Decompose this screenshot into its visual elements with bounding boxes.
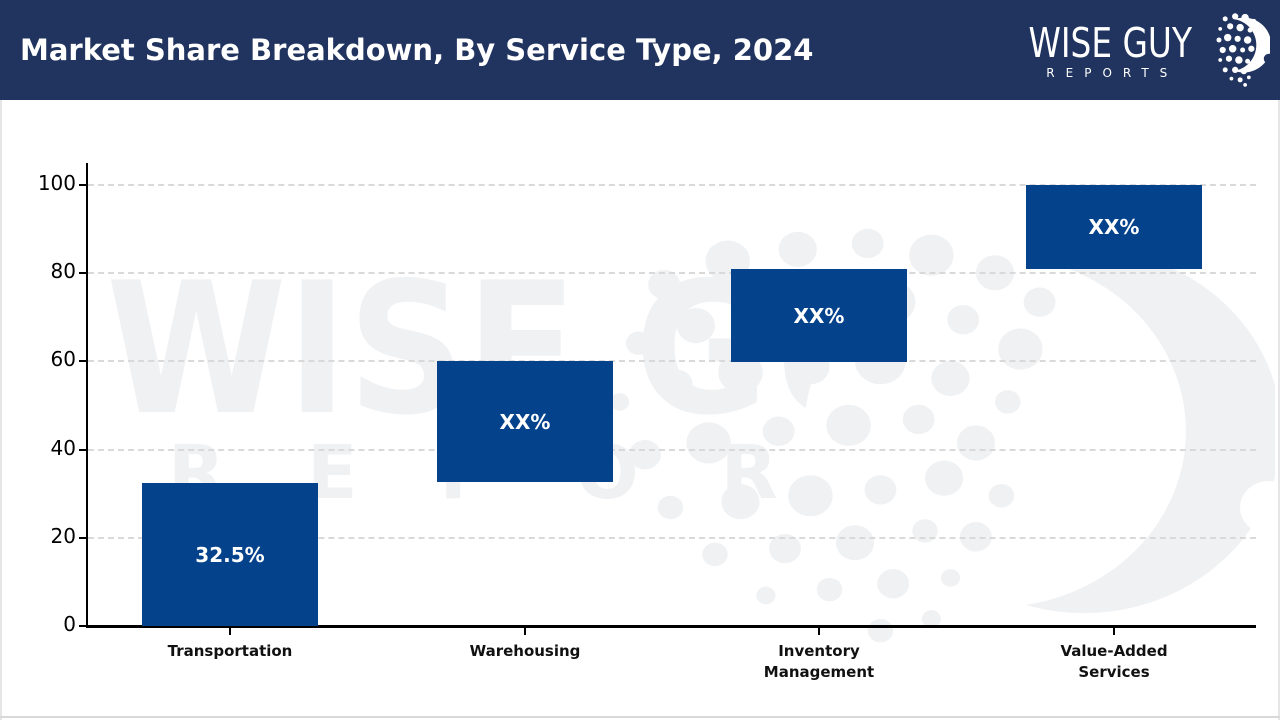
bar-value-added-services: XX% <box>1026 185 1202 269</box>
bar-value-label-value-added-services: XX% <box>1088 215 1140 239</box>
page-title: Market Share Breakdown, By Service Type,… <box>20 33 814 67</box>
bar-transportation: 32.5% <box>142 483 318 626</box>
watermark-face-dots-icon <box>610 228 1275 643</box>
gridline-100 <box>88 184 1256 186</box>
y-tick-mark-100 <box>79 184 86 186</box>
y-tick-mark-60 <box>79 360 86 362</box>
gridline-60 <box>88 360 1256 362</box>
x-tick-mark-value-added-services <box>1113 628 1115 635</box>
x-category-label-value-added-services: Value-Added Services <box>994 641 1234 683</box>
x-category-label-inventory-management: Inventory Management <box>699 641 939 683</box>
bar-value-label-inventory-management: XX% <box>793 303 845 328</box>
bar-value-label-transportation: 32.5% <box>195 542 265 567</box>
bar-inventory-management: XX% <box>731 269 907 362</box>
y-tick-mark-20 <box>79 537 86 539</box>
x-tick-mark-warehousing <box>524 628 526 635</box>
gridline-40 <box>88 449 1256 451</box>
x-category-label-warehousing: Warehousing <box>405 641 645 662</box>
x-axis-spine <box>86 625 1256 628</box>
brand-logo-reports: REPORTS <box>1046 65 1179 80</box>
y-tick-label-0: 0 <box>63 612 76 636</box>
y-tick-mark-40 <box>79 449 86 451</box>
brand-logo-face-icon <box>1214 13 1270 87</box>
bar-warehousing: XX% <box>437 361 613 482</box>
x-category-label-line: Value-Added <box>1060 642 1168 660</box>
y-tick-mark-80 <box>79 272 86 274</box>
chart-plot-area: 0 20 40 60 80 100 32.5% Transportation XX% Wareho… <box>0 100 1280 718</box>
brand-logo: WISE GUY REPORTS <box>1008 4 1270 96</box>
x-tick-mark-transportation <box>229 628 231 635</box>
x-category-label-line: Management <box>763 663 875 681</box>
page-border-bottom <box>0 716 1280 718</box>
y-tick-label-60: 60 <box>50 347 76 371</box>
page-border-left <box>0 100 2 720</box>
x-category-label-line: Inventory <box>778 642 860 660</box>
bar-value-label-warehousing: XX% <box>499 409 551 434</box>
header: Market Share Breakdown, By Service Type,… <box>0 0 1280 100</box>
y-tick-label-20: 20 <box>50 524 76 548</box>
y-tick-label-40: 40 <box>50 436 76 460</box>
y-tick-mark-0 <box>79 625 86 627</box>
x-category-label-line: Transportation <box>167 642 293 660</box>
brand-logo-wiseguy: WISE GUY <box>1028 18 1192 67</box>
x-tick-mark-inventory-management <box>818 628 820 635</box>
gridline-20 <box>88 537 1256 539</box>
gridline-80 <box>88 272 1256 274</box>
y-tick-label-80: 80 <box>50 259 76 283</box>
y-axis-spine <box>86 163 88 628</box>
x-category-label-line: Warehousing <box>469 642 581 660</box>
brand-logo-text: WISE GUY REPORTS <box>1008 21 1212 80</box>
page-border-right <box>1278 100 1280 720</box>
x-category-label-transportation: Transportation <box>110 641 350 662</box>
x-category-label-line: Services <box>1078 663 1150 681</box>
y-tick-label-100: 100 <box>37 171 76 195</box>
